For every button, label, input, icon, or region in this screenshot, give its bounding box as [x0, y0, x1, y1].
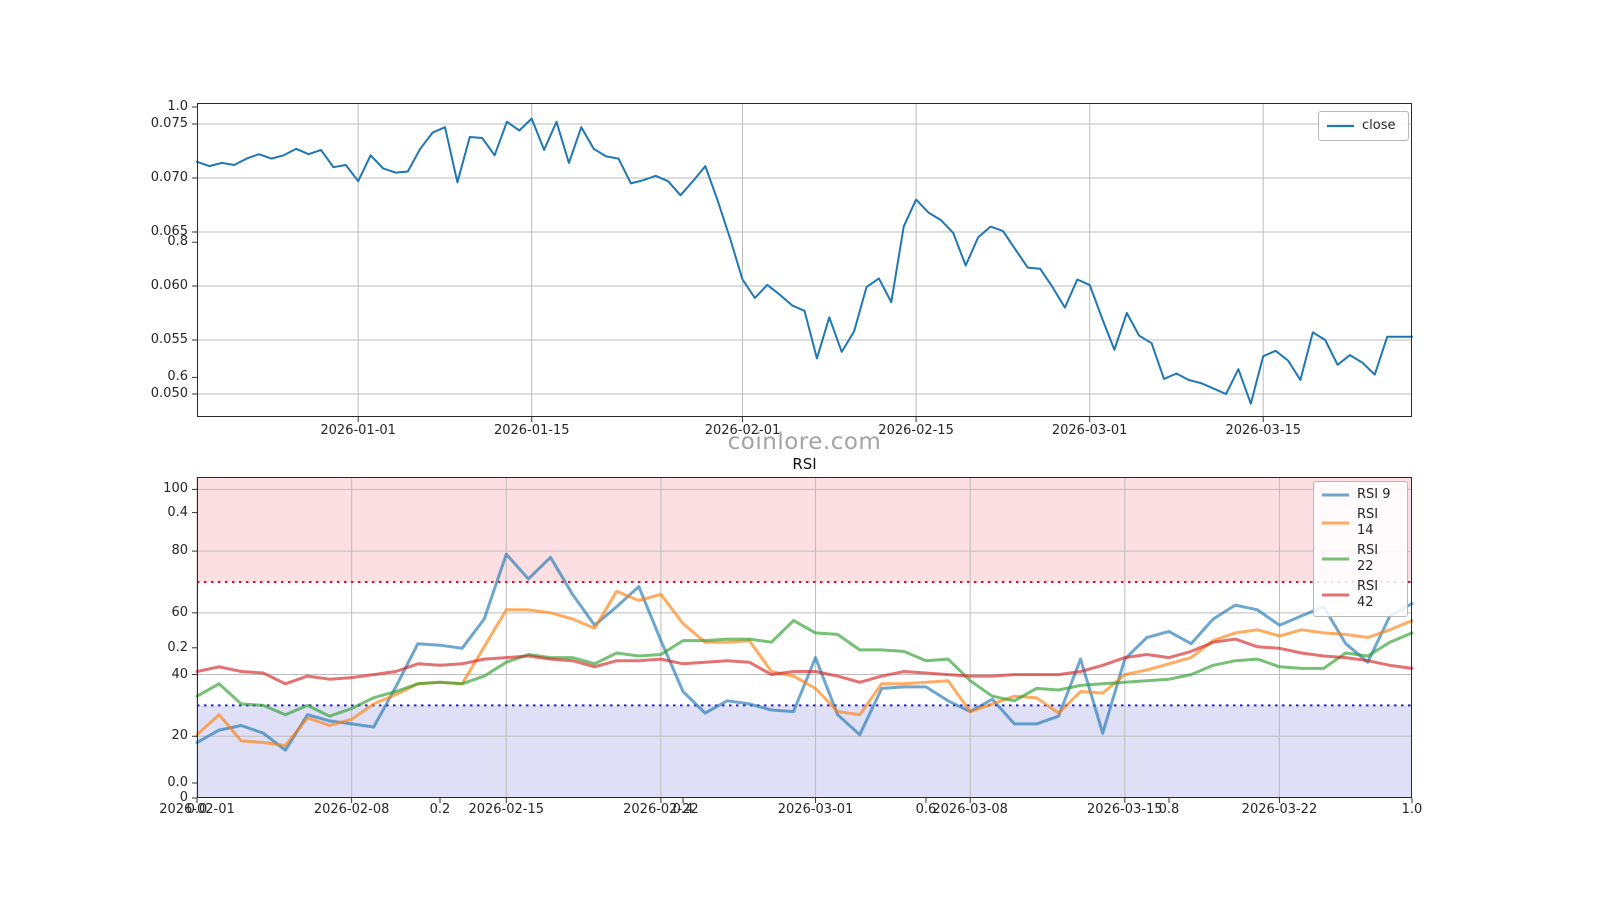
legend-label-rsi14: RSI 14: [1357, 507, 1379, 538]
tick-label: 0.8: [167, 234, 188, 250]
tick-label: 0.050: [150, 386, 188, 401]
tick-label: 0.0: [186, 802, 208, 817]
legend-item-close: close: [1327, 118, 1399, 134]
tick-label: 2026-02-15: [468, 802, 545, 817]
rsi42-line-sample: [1322, 593, 1349, 597]
tick-label: 2026-03-01: [777, 802, 854, 817]
tick-label: 2026-01-15: [493, 423, 570, 438]
legend-close: close: [1318, 111, 1409, 141]
rsi22-line-sample: [1322, 557, 1349, 561]
tick-label: 0.2: [167, 639, 188, 655]
rsi-chart-title: RSI: [792, 455, 817, 473]
tick-label: 0.4: [167, 504, 188, 520]
tick-label: 60: [171, 604, 188, 620]
legend-rsi: RSI 9 RSI 14 RSI 22 RSI 42: [1313, 481, 1408, 617]
rsi-chart: [192, 477, 1414, 803]
tick-label: 2026-02-08: [313, 802, 390, 817]
legend-label-close: close: [1362, 118, 1396, 133]
legend-label-rsi9: RSI 9: [1357, 487, 1391, 502]
tick-label: 2026-02-22: [623, 802, 699, 817]
tick-label: 2026-03-08: [932, 802, 1008, 817]
rsi9-line-sample: [1322, 493, 1349, 497]
tick-label: 0.8: [1158, 802, 1180, 817]
legend-item-rsi42: RSI 42: [1322, 579, 1398, 611]
rsi14-line-sample: [1322, 521, 1349, 525]
tick-label: 0.075: [150, 116, 188, 131]
tick-label: 0.060: [150, 278, 188, 293]
tick-label: 0.055: [150, 332, 188, 347]
tick-label: 0: [179, 790, 188, 805]
tick-label: 0.6: [915, 802, 937, 817]
tick-label: 100: [163, 481, 188, 497]
tick-label: 1.0: [1401, 802, 1423, 817]
tick-label: 2026-03-15: [1225, 423, 1301, 438]
tick-label: 0.065: [150, 224, 188, 239]
legend-label-rsi22: RSI 22: [1357, 543, 1379, 574]
tick-label: 2026-02-01: [159, 802, 235, 817]
tick-label: 2026-02-15: [878, 423, 954, 438]
tick-label: 2026-01-01: [320, 423, 396, 438]
legend-item-rsi22: RSI 22: [1322, 543, 1398, 575]
price-chart: [192, 103, 1413, 422]
tick-label: 20: [171, 728, 188, 744]
tick-label: 80: [171, 543, 188, 559]
tick-label: 2026-03-01: [1051, 423, 1128, 438]
tick-label: 2026-02-01: [704, 423, 781, 438]
close-line-sample: [1327, 124, 1354, 128]
tick-label: 0.0: [167, 775, 188, 790]
tick-label: 0.2: [429, 802, 451, 817]
tick-label: 2026-03-22: [1241, 802, 1318, 817]
tick-label: 1.0: [167, 99, 188, 114]
legend-item-rsi14: RSI 14: [1322, 507, 1398, 539]
tick-label: 0.4: [672, 802, 694, 817]
tick-label: 0.6: [167, 369, 188, 385]
legend-item-rsi9: RSI 9: [1322, 487, 1398, 503]
tick-label: 2026-03-15: [1087, 802, 1163, 817]
tick-label: 40: [171, 666, 188, 682]
tick-label: 0.070: [150, 170, 188, 185]
watermark: coinlore.com: [727, 429, 882, 455]
legend-label-rsi42: RSI 42: [1357, 579, 1379, 610]
